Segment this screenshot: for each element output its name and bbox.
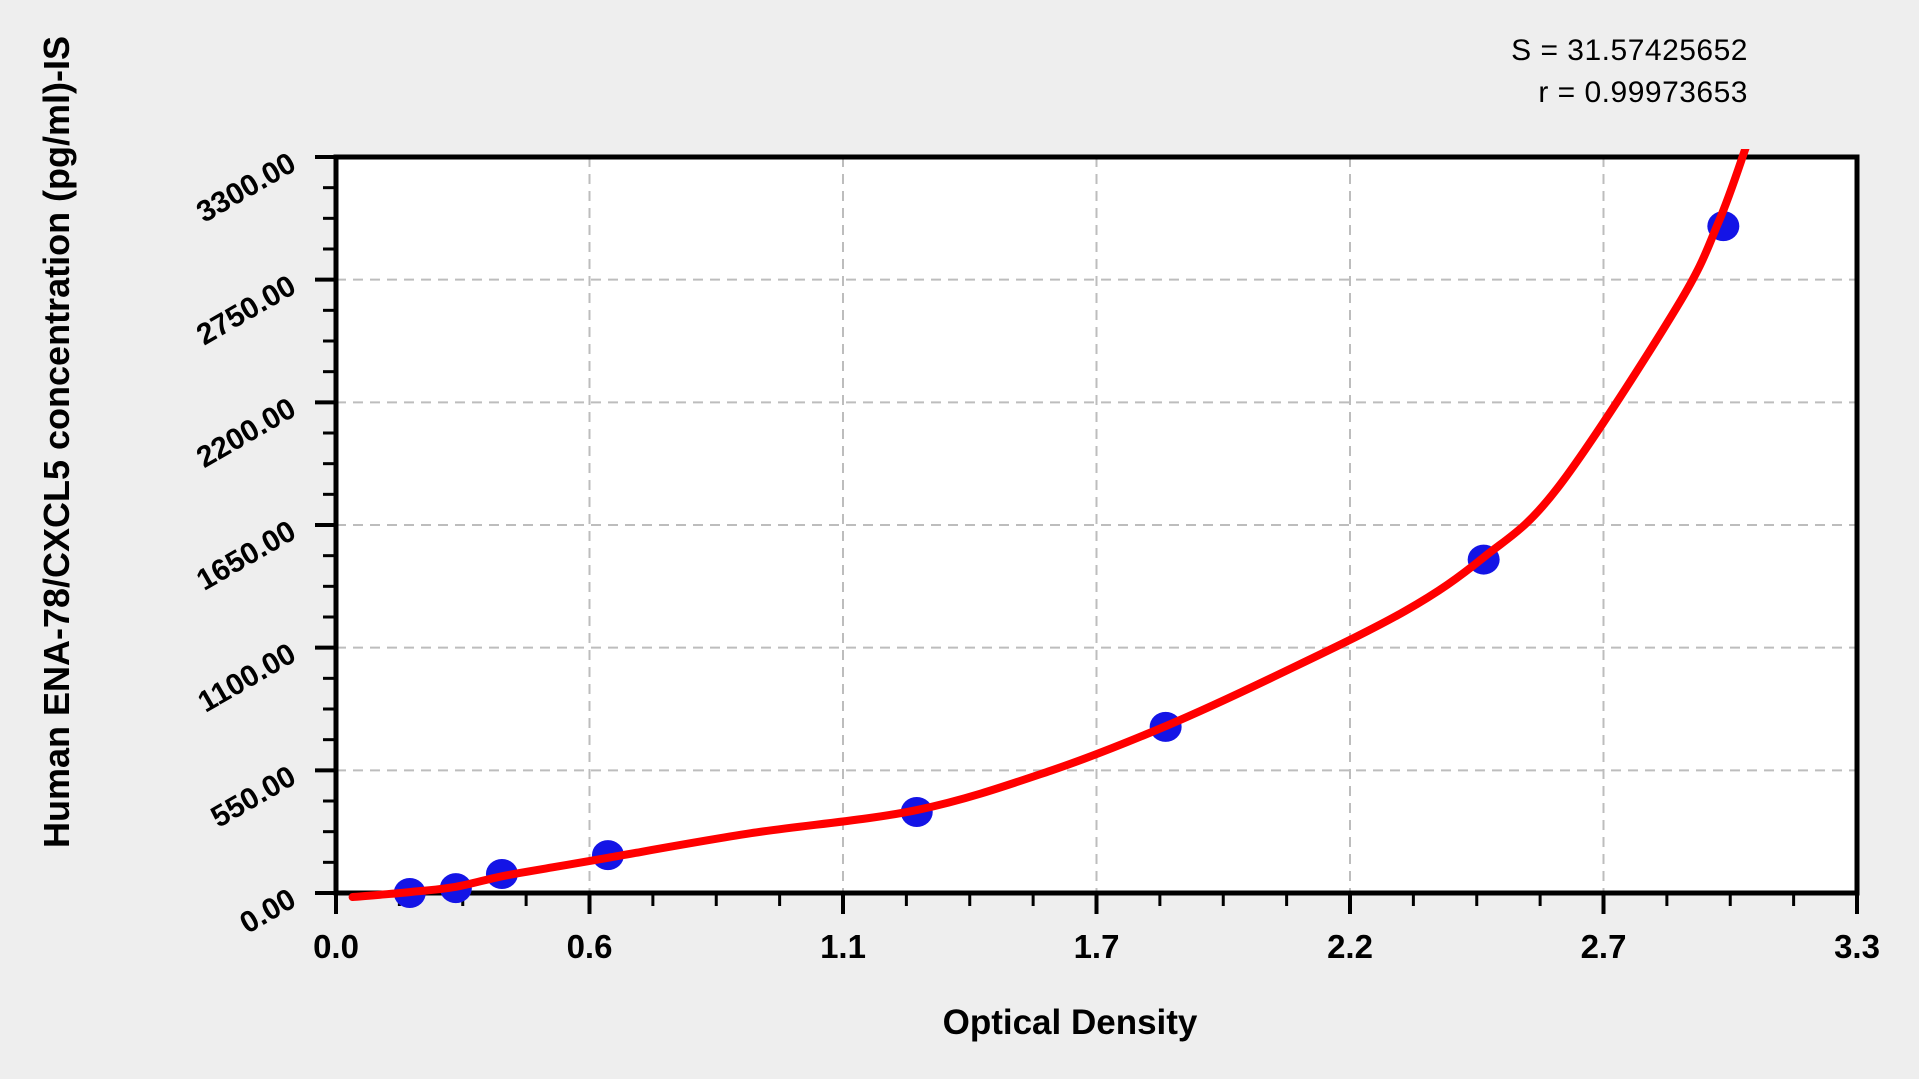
x-tick-label: 2.7 bbox=[1581, 928, 1627, 965]
x-axis-title: Optical Density bbox=[942, 1003, 1198, 1042]
y-tick-label: 1650.00 bbox=[191, 514, 301, 597]
x-tick-label: 1.7 bbox=[1074, 928, 1120, 965]
y-tick-label: 2750.00 bbox=[191, 269, 301, 352]
plot-border bbox=[333, 154, 1860, 896]
fit-s-value: S = 31.57425652 bbox=[1511, 34, 1748, 67]
y-tick-label: 550.00 bbox=[206, 760, 302, 834]
y-tick-label: 0.00 bbox=[234, 882, 301, 940]
y-tick-label: 2200.00 bbox=[191, 392, 301, 475]
y-axis-title: Human ENA-78/CXCL5 concentration (pg/ml)… bbox=[36, 35, 77, 849]
x-tick-label: 0.6 bbox=[567, 928, 613, 965]
fit-r-value: r = 0.99973653 bbox=[1538, 76, 1748, 109]
x-tick-label: 1.1 bbox=[820, 928, 866, 965]
fit-statistics: S = 31.57425652 r = 0.99973653 bbox=[1511, 30, 1748, 114]
x-tick-label: 3.3 bbox=[1834, 928, 1880, 965]
y-tick-label: 3300.00 bbox=[191, 146, 301, 229]
y-tick-label: 1100.00 bbox=[193, 637, 302, 719]
x-tick-label: 0.0 bbox=[313, 928, 359, 965]
fit-curve bbox=[348, 149, 1750, 901]
x-tick-label: 2.2 bbox=[1327, 928, 1373, 965]
